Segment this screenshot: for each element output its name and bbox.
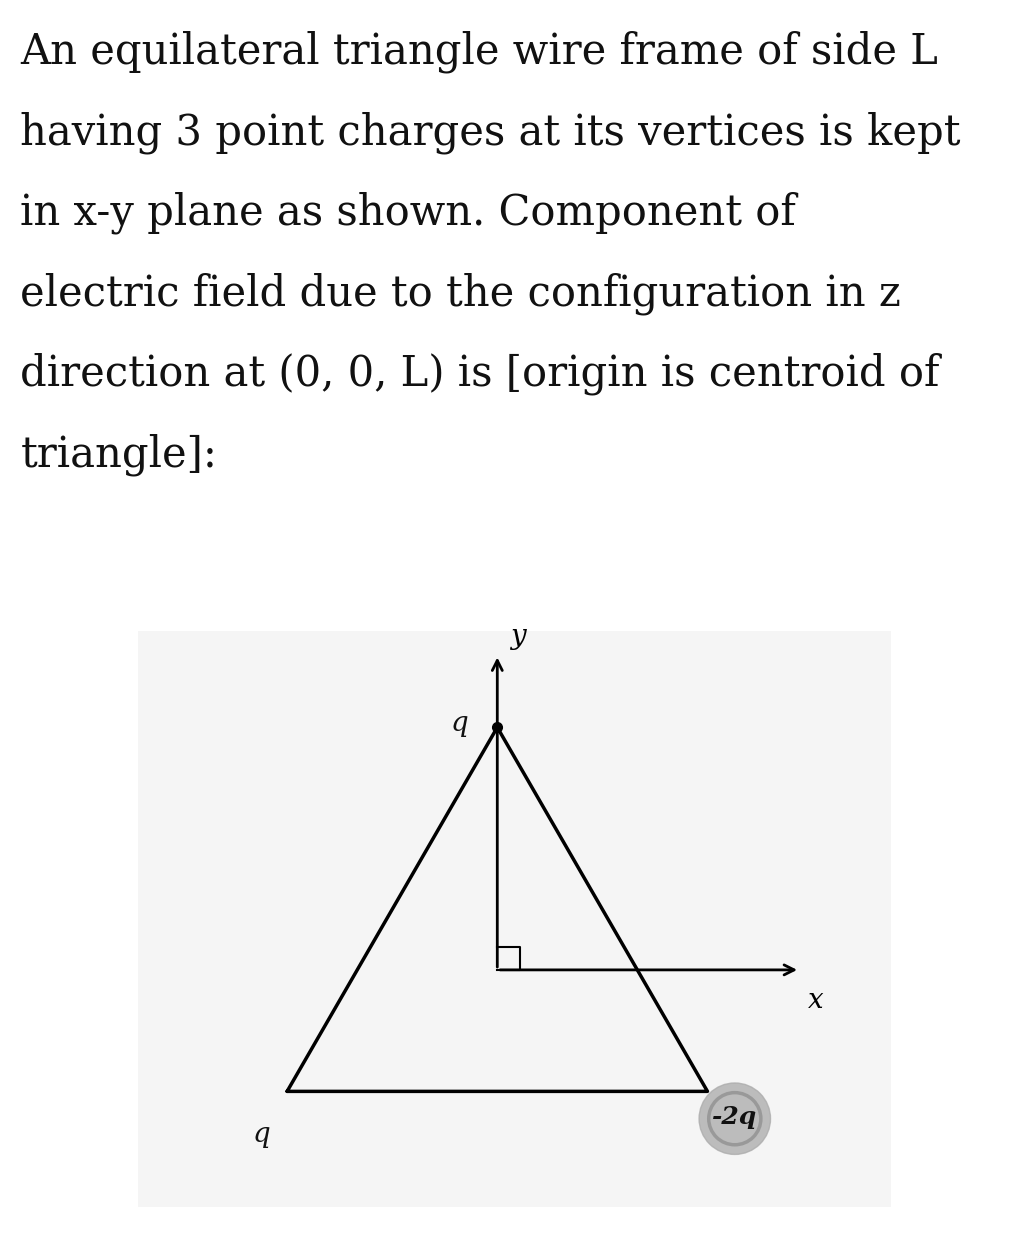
Text: having 3 point charges at its vertices is kept: having 3 point charges at its vertices i… xyxy=(20,111,961,154)
FancyBboxPatch shape xyxy=(116,614,913,1224)
Text: triangle]:: triangle]: xyxy=(20,433,217,475)
Text: q: q xyxy=(253,1120,270,1148)
Text: -2q: -2q xyxy=(712,1104,758,1129)
Text: electric field due to the configuration in z: electric field due to the configuration … xyxy=(20,272,901,314)
Text: in x-y plane as shown. Component of: in x-y plane as shown. Component of xyxy=(20,192,797,234)
Circle shape xyxy=(699,1083,770,1154)
Text: q: q xyxy=(451,709,468,737)
Text: direction at (0, 0, L) is [origin is centroid of: direction at (0, 0, L) is [origin is cen… xyxy=(20,353,940,395)
Text: x: x xyxy=(808,987,824,1014)
Text: y: y xyxy=(510,624,525,650)
Text: An equilateral triangle wire frame of side L: An equilateral triangle wire frame of si… xyxy=(20,31,938,73)
